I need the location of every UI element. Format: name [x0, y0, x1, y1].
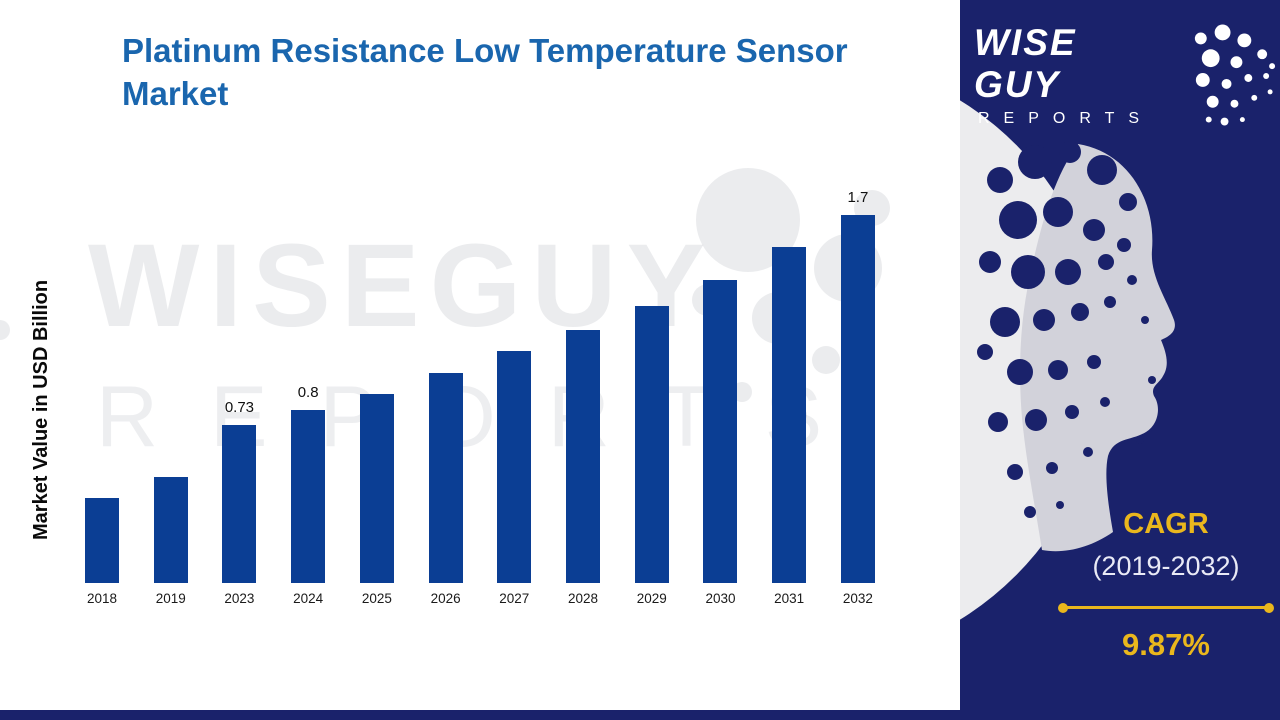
x-tick-label: 2028 — [568, 591, 599, 606]
bar-slot: 2026 — [424, 347, 468, 611]
x-tick-label: 2024 — [293, 591, 324, 606]
bar-slot: 2025 — [355, 368, 399, 611]
bars-container: 2018 2019 0.73 2023 0.8 2024 2025 2026 2027 2028 2… — [80, 189, 880, 611]
cagr-range: (2019-2032) — [1092, 551, 1240, 581]
bar-slot: 2030 — [698, 254, 742, 611]
bar-slot: 2028 — [561, 304, 605, 611]
x-tick-label: 2027 — [499, 591, 530, 606]
divider-dot-right — [1264, 602, 1274, 613]
bar-2024 — [291, 410, 326, 583]
page-title: Platinum Resistance Low Temperature Sens… — [122, 32, 848, 112]
bar-chart: 2018 2019 0.73 2023 0.8 2024 2025 2026 2027 2028 2… — [80, 189, 880, 611]
bar-2032 — [840, 215, 875, 583]
bar-2031 — [772, 247, 807, 583]
cagr-value: 9.87% — [1122, 627, 1210, 662]
bar-slot: 2029 — [630, 280, 674, 611]
bar-slot: 2018 — [80, 472, 124, 611]
x-tick-label: 2032 — [842, 591, 873, 606]
x-tick-label: 2031 — [774, 591, 805, 606]
bar-value-label: 0.8 — [297, 384, 319, 401]
y-axis-label: Market Value in USD Billion — [30, 279, 52, 541]
logo-face-icon — [1194, 24, 1276, 126]
bar-2026 — [428, 373, 463, 583]
bar-slot: 2019 — [149, 451, 193, 611]
x-tick-label: 2023 — [224, 591, 255, 606]
right-panel: WISE GUY REPORTS CAGR (2019-2032) — [960, 0, 1280, 720]
x-tick-label: 2019 — [155, 591, 186, 606]
bar-2030 — [703, 280, 738, 583]
bar-2029 — [634, 306, 669, 583]
wiseguy-logo: WISE GUY REPORTS — [974, 22, 1280, 132]
bar-slot: 1.7 2032 — [836, 189, 880, 611]
bar-slot: 0.8 2024 — [286, 384, 330, 611]
bar-value-label: 1.7 — [847, 189, 869, 206]
x-tick-label: 2030 — [705, 591, 736, 606]
bar-2018 — [85, 498, 119, 583]
bar-2025 — [359, 394, 394, 583]
x-tick-label: 2025 — [361, 591, 392, 606]
bar-slot: 2031 — [767, 221, 811, 611]
bar-2023 — [222, 425, 257, 583]
bottom-bar — [0, 710, 1280, 720]
x-tick-label: 2018 — [86, 591, 118, 606]
x-tick-label: 2029 — [636, 591, 667, 606]
cagr-divider — [1058, 602, 1274, 613]
cagr-block: CAGR (2019-2032) 9.87% — [1058, 508, 1274, 663]
cagr-label: CAGR — [1123, 508, 1209, 540]
x-tick-label: 2026 — [430, 591, 461, 606]
bar-2027 — [497, 351, 532, 583]
face-silhouette — [1020, 144, 1175, 552]
logo-text: WISE GUY REPORTS — [974, 22, 1173, 128]
logo-subtitle: REPORTS — [978, 110, 1154, 127]
dotted-face-graphic — [977, 141, 1175, 552]
bar-slot: 0.73 2023 — [217, 399, 261, 611]
logo-wordmark: WISE GUY — [974, 22, 1077, 105]
bar-2028 — [566, 330, 601, 583]
bar-2019 — [153, 477, 188, 583]
bar-slot: 2027 — [492, 325, 536, 611]
bar-value-label: 0.73 — [224, 399, 255, 416]
divider-dot-left — [1058, 602, 1068, 613]
